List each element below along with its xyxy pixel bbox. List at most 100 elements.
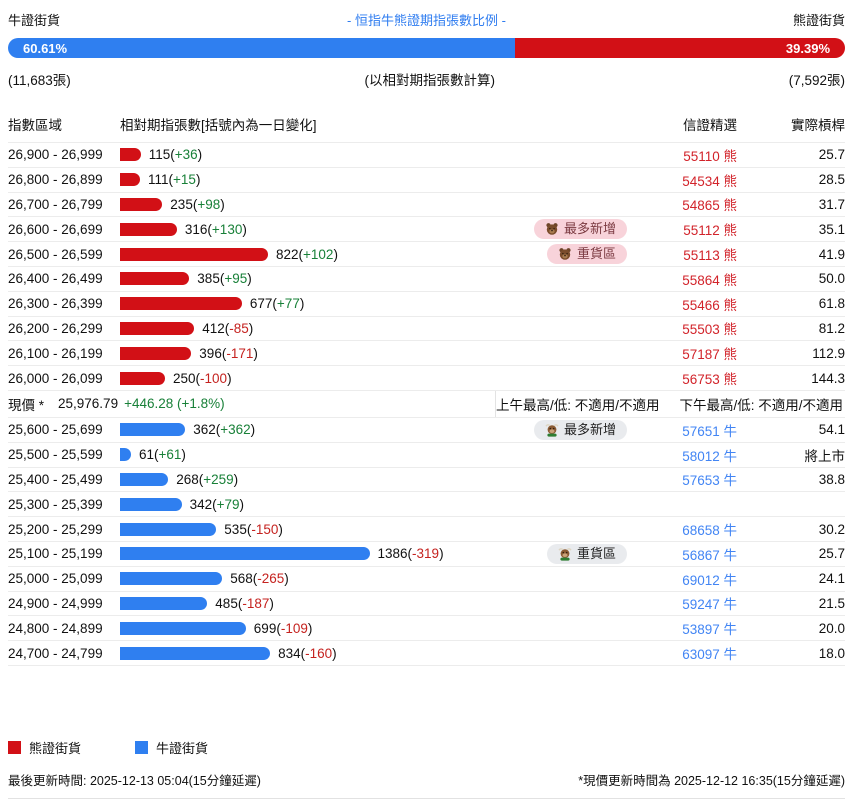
selected-warrant-code-link[interactable]: 57653 牛 <box>682 473 737 489</box>
col-header-leverage: 實際槓桿 <box>791 118 845 133</box>
one-day-change: +95 <box>224 271 248 287</box>
effective-leverage-value: 24.1 <box>818 571 845 587</box>
bear-rows-table: 26,900 - 26,999 115(+36) 55110 熊 25.7 26,800… <box>8 143 845 391</box>
footer-timestamps: 最後更新時間: 2025-12-13 05:04(15分鐘延遲) *現價更新時間… <box>8 770 845 789</box>
current-price-change: +446.28 (+1.8%) <box>124 396 225 412</box>
selected-warrant-code-link[interactable]: 58012 牛 <box>682 448 737 464</box>
bear-contracts-bar <box>120 321 195 335</box>
price-range-label: 25,200 - 25,299 <box>8 521 103 537</box>
contracts-bar-cell: 250(-100) <box>120 366 637 390</box>
current-price-label: 現價 * <box>8 397 45 413</box>
contracts-value: 385(+95) <box>197 271 252 287</box>
last-update-time: 最後更新時間: 2025-12-13 05:04(15分鐘延遲) <box>8 773 261 788</box>
bear-row: 26,900 - 26,999 115(+36) 55110 熊 25.7 <box>8 143 845 168</box>
bull-contracts-bar <box>120 621 246 635</box>
bull-row: 25,500 - 25,599 61(+61) 58012 牛 將上市 <box>8 443 845 468</box>
price-range-label: 24,800 - 24,899 <box>8 620 103 636</box>
bull-badge: 最多新增 <box>533 419 627 440</box>
effective-leverage-value: 31.7 <box>818 196 845 212</box>
selected-warrant-code-link[interactable]: 68658 牛 <box>682 523 737 539</box>
session-high-low-cell: 上午最高/低: 不適用/不適用 下午最高/低: 不適用/不適用 <box>496 394 845 414</box>
bear-contracts-bar <box>120 222 177 236</box>
selected-warrant-code-link[interactable]: 57651 牛 <box>682 423 737 439</box>
selected-warrant-code-link[interactable]: 54865 熊 <box>682 198 737 214</box>
selected-warrant-code-link[interactable]: 55110 熊 <box>683 148 737 164</box>
bull-contracts-bar <box>120 423 186 437</box>
bear-row: 26,700 - 26,799 235(+98) 54865 熊 31.7 <box>8 193 845 218</box>
one-day-change: +98 <box>197 196 221 212</box>
effective-leverage-value: 20.0 <box>818 620 845 636</box>
effective-leverage-value: 21.5 <box>818 595 845 611</box>
price-range-label: 24,900 - 24,999 <box>8 595 103 611</box>
bear-contracts-bar <box>120 247 268 261</box>
bull-legend-label: 牛證街貨 <box>156 740 209 756</box>
hsi-cbbc-distribution-widget: 牛證街貨 - 恒指牛熊證期指張數比例 - 熊證街貨 60.61% 39.39% … <box>8 13 845 799</box>
price-range-label: 25,100 - 25,199 <box>8 546 103 562</box>
contracts-value: 316(+130) <box>184 221 247 237</box>
contracts-value: 115(+36) <box>148 147 203 163</box>
bull-contracts-bar <box>120 572 223 586</box>
price-range-label: 26,700 - 26,799 <box>8 196 103 212</box>
selected-warrant-code-link[interactable]: 69012 牛 <box>682 572 737 588</box>
effective-leverage-value: 50.0 <box>818 271 845 287</box>
price-range-label: 25,500 - 25,599 <box>8 447 103 463</box>
contracts-bar-cell: 396(-171) <box>120 341 637 365</box>
price-range-label: 25,400 - 25,499 <box>8 471 103 487</box>
bull-contracts-bar <box>120 522 217 536</box>
selected-warrant-code-link[interactable]: 55113 熊 <box>683 248 737 264</box>
selected-warrant-code-link[interactable]: 53897 牛 <box>682 622 737 638</box>
contracts-bar-cell: 699(-109) <box>120 616 637 640</box>
selected-warrant-code-link[interactable]: 63097 牛 <box>682 647 737 663</box>
effective-leverage-value: 81.2 <box>818 320 845 336</box>
bull-outstanding-label: 牛證街貨 <box>8 13 61 28</box>
selected-warrant-code-link[interactable]: 57187 熊 <box>682 347 737 363</box>
effective-leverage-value: 61.8 <box>818 296 845 312</box>
contracts-bar-cell: 61(+61) <box>120 443 637 467</box>
contracts-bar-cell: 412(-85) <box>120 317 637 341</box>
contracts-bar-cell: 1386(-319) 重貨區 <box>120 542 637 566</box>
bull-row: 25,300 - 25,399 342(+79) <box>8 492 845 518</box>
effective-leverage-value: 30.2 <box>818 521 845 537</box>
bear-icon <box>545 222 559 236</box>
current-price-value: 25,976.79 <box>58 396 119 412</box>
bear-row: 26,400 - 26,499 385(+95) 55864 熊 50.0 <box>8 267 845 292</box>
selected-warrant-code-link[interactable]: 54534 熊 <box>682 173 737 189</box>
one-day-change: -85 <box>229 320 249 336</box>
bear-row: 26,800 - 26,899 111(+15) 54534 熊 28.5 <box>8 168 845 193</box>
price-range-label: 26,400 - 26,499 <box>8 271 103 287</box>
bear-ratio-segment: 39.39% <box>515 38 845 58</box>
bear-legend-label: 熊證街貨 <box>29 740 82 756</box>
selected-warrant-code-link[interactable]: 56753 熊 <box>682 372 737 388</box>
bear-badge: 最多新增 <box>533 219 627 240</box>
one-day-change: +77 <box>276 296 300 312</box>
effective-leverage-value: 144.3 <box>811 370 845 386</box>
selected-warrant-code-link[interactable]: 55864 熊 <box>682 272 737 288</box>
one-day-change: +130 <box>211 221 243 237</box>
one-day-change: -160 <box>305 645 333 661</box>
bear-contracts-bar <box>120 197 163 211</box>
selected-warrant-code-link[interactable]: 55466 熊 <box>682 297 737 313</box>
badge-label: 重貨區 <box>576 545 616 561</box>
contracts-bar-cell: 677(+77) <box>120 292 637 316</box>
price-range-label: 25,000 - 25,099 <box>8 571 103 587</box>
bull-row: 25,100 - 25,199 1386(-319) 重貨區 56867 牛 25.7 <box>8 542 845 567</box>
contracts-bar-cell: 822(+102) 重貨區 <box>120 242 637 266</box>
selected-warrant-code-link[interactable]: 56867 牛 <box>682 547 737 563</box>
contracts-value: 1386(-319) <box>377 546 444 562</box>
bear-contracts-bar <box>120 297 242 311</box>
bear-contracts-bar <box>120 371 165 385</box>
one-day-change: +61 <box>158 447 182 463</box>
selected-warrant-code-link[interactable]: 55503 熊 <box>682 322 737 338</box>
effective-leverage-value: 54.1 <box>818 422 845 438</box>
price-update-time: *現價更新時間為 2025-12-12 16:35(15分鐘延遲) <box>578 773 845 788</box>
contracts-bar-cell: 342(+79) <box>120 492 637 516</box>
column-headers: 指數區域 相對期指張數[括號內為一日變化] 信證精選 實際槓桿 <box>8 89 845 143</box>
bull-ratio-percent: 60.61% <box>23 40 68 56</box>
bull-row: 25,400 - 25,499 268(+259) 57653 牛 38.8 <box>8 468 845 493</box>
bull-bear-ratio-bar: 60.61% 39.39% <box>8 38 845 58</box>
selected-warrant-code-link[interactable]: 55112 熊 <box>683 223 737 239</box>
selected-warrant-code-link[interactable]: 59247 牛 <box>682 597 737 613</box>
bear-outstanding-label: 熊證街貨 <box>792 13 845 28</box>
bear-contracts-bar <box>120 272 190 286</box>
badge-label: 最多新增 <box>563 221 616 237</box>
